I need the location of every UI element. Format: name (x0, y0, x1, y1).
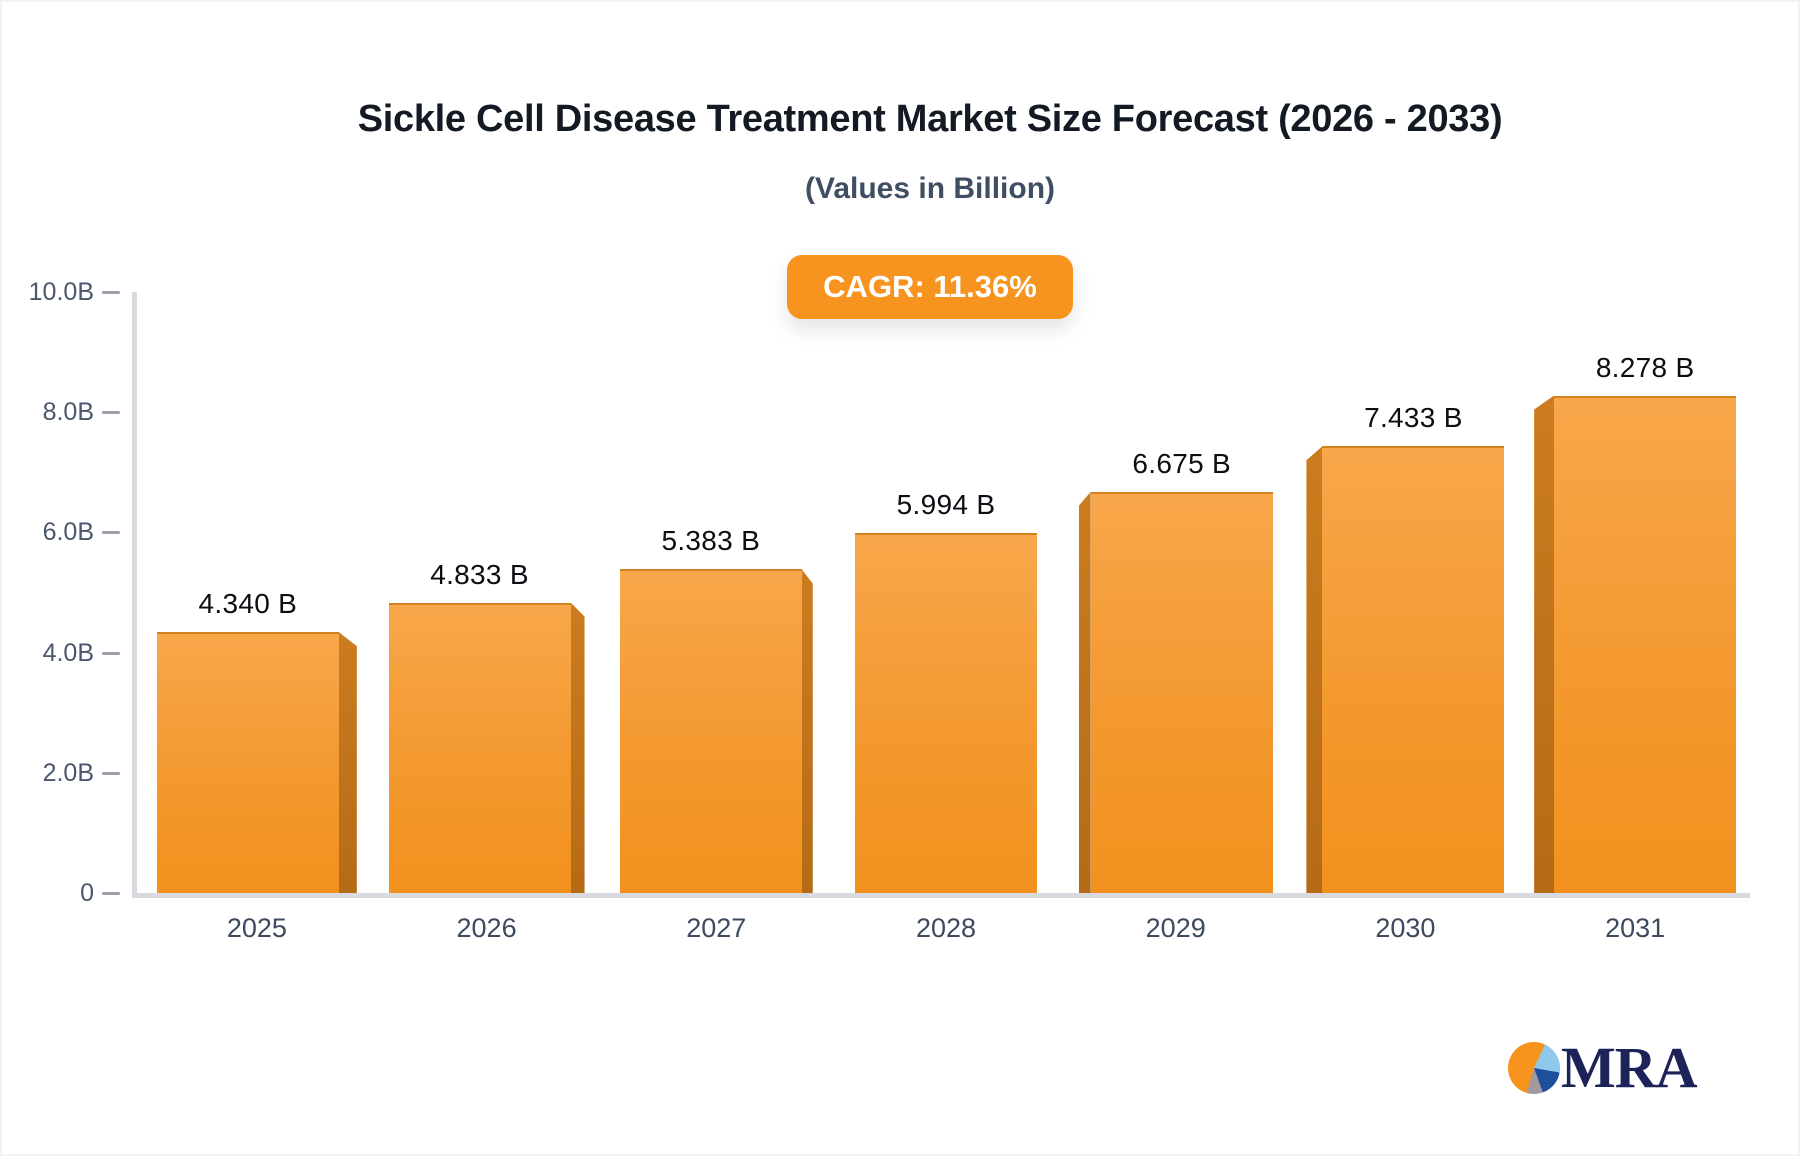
x-axis-line (132, 893, 1750, 898)
bar-side-3d (338, 632, 357, 893)
y-tick-mark (102, 892, 120, 895)
bar-slot: 5.383 B (601, 292, 831, 893)
y-tick-label: 8.0B (42, 398, 94, 427)
bar-face (388, 602, 571, 893)
bar (619, 569, 813, 893)
bar-slot: 5.994 B (831, 292, 1061, 893)
bar-face (854, 532, 1037, 893)
bar (1534, 395, 1737, 893)
plot-area: 4.340 B 4.833 B 5.383 B 5.994 B 6.675 B 7.433… (132, 292, 1750, 898)
bar-side-3d (1306, 446, 1323, 893)
bar-slot: 4.833 B (372, 292, 602, 893)
y-tick-mark (102, 531, 120, 535)
bar-value-label: 7.433 B (1364, 402, 1463, 434)
bar (854, 532, 1037, 893)
y-tick-mark (102, 411, 120, 415)
bar-value-label: 4.833 B (430, 558, 529, 590)
x-tick-label: 2028 (915, 913, 977, 943)
bar-side-3d (1534, 395, 1555, 893)
bar (1306, 446, 1505, 893)
bar-face (156, 632, 339, 893)
pie-chart-logo-icon (1508, 1042, 1560, 1094)
y-tick-mark (102, 651, 120, 655)
brand-logo-text: MRA (1561, 1035, 1698, 1100)
y-tick-mark (102, 291, 120, 294)
bar-side-3d (1078, 491, 1091, 893)
bar-value-label: 5.994 B (896, 488, 996, 520)
x-tick-label: 2027 (686, 913, 747, 943)
bar-slot: 7.433 B (1291, 292, 1521, 893)
bar-face (1090, 491, 1273, 893)
x-tick-label: 2029 (1145, 913, 1206, 943)
bar-value-label: 6.675 B (1132, 447, 1231, 479)
bar (388, 602, 585, 893)
y-tick-label: 0 (80, 879, 94, 907)
bar-side-3d (801, 569, 813, 893)
y-tick-label: 6.0B (42, 518, 94, 547)
bar-side-3d (570, 602, 585, 893)
page-title: Sickle Cell Disease Treatment Market Siz… (357, 98, 1503, 140)
page-subtitle: (Values in Billion) (804, 172, 1056, 205)
bar-slot: 4.340 B (142, 292, 372, 893)
y-tick-label: 10.0B (28, 278, 94, 306)
bar-slot: 6.675 B (1061, 292, 1291, 893)
brand-logo: MRA (1508, 1035, 1698, 1100)
y-tick-mark (102, 771, 120, 775)
x-tick-label: 2031 (1605, 913, 1666, 943)
bar (1078, 491, 1273, 893)
bar-value-label: 8.278 B (1595, 351, 1695, 383)
bar-value-label: 5.383 B (661, 525, 761, 557)
bar (156, 632, 357, 893)
x-tick-label: 2030 (1375, 913, 1436, 943)
x-tick-label: 2026 (456, 913, 517, 943)
y-axis-line (132, 292, 137, 898)
y-tick-label: 2.0B (42, 758, 94, 787)
bar-slot: 8.278 B (1520, 292, 1750, 893)
bar-value-label: 4.340 B (198, 588, 298, 620)
bar-face (619, 569, 802, 893)
bar-face (1322, 446, 1505, 893)
x-axis: 2025 2026 2027 2028 2029 2030 2031 (142, 910, 1750, 946)
bar-face (1554, 395, 1737, 893)
y-tick-label: 4.0B (42, 638, 94, 667)
x-tick-label: 2025 (226, 913, 287, 943)
